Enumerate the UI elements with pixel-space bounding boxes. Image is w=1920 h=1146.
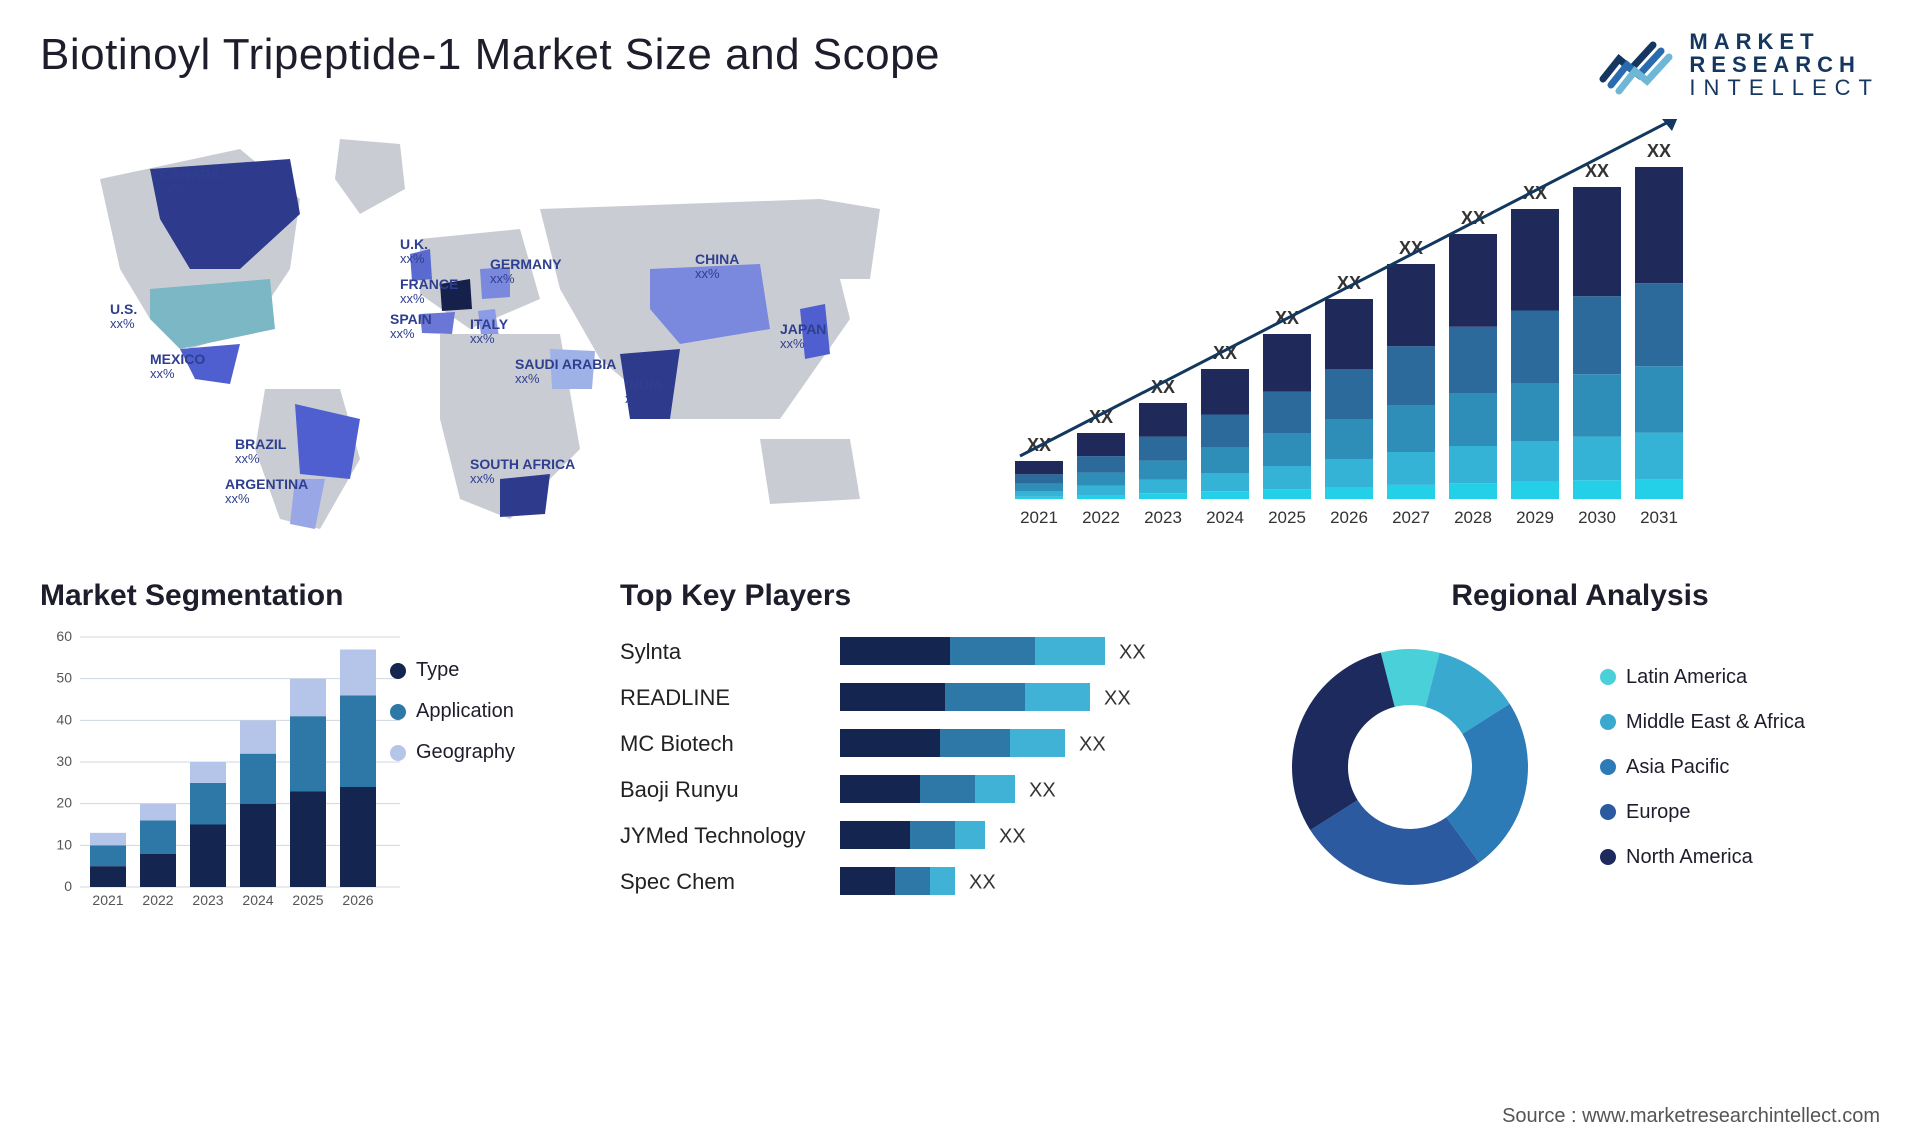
svg-text:xx%: xx% [780, 336, 805, 351]
svg-text:60: 60 [56, 628, 72, 644]
legend-item: Geography [390, 741, 515, 764]
svg-text:2026: 2026 [342, 892, 373, 908]
svg-text:SPAIN: SPAIN [390, 311, 432, 327]
page-title: Biotinoyl Tripeptide-1 Market Size and S… [40, 30, 940, 80]
players-bar-chart: Sylnta XX READLINE XX MC Biotech XX Baoji Runy… [620, 627, 1220, 927]
svg-text:xx%: xx% [110, 316, 135, 331]
regional-donut-chart [1280, 627, 1560, 907]
svg-text:xx%: xx% [470, 471, 495, 486]
svg-text:ARGENTINA: ARGENTINA [225, 476, 308, 492]
logo-text: MARKET RESEARCH INTELLECT [1689, 30, 1880, 99]
legend-item: Europe [1600, 801, 1805, 824]
growth-chart-panel: XXXXXXXXXXXXXXXXXXXXXX 20212022202320242… [970, 119, 1880, 539]
svg-text:Sylnta: Sylnta [620, 639, 682, 664]
svg-text:xx%: xx% [625, 391, 650, 406]
world-map: CANADAxx%U.S.xx%MEXICOxx%BRAZILxx%ARGENT… [40, 119, 910, 539]
svg-text:xx%: xx% [390, 326, 415, 341]
svg-text:JYMed Technology: JYMed Technology [620, 823, 806, 848]
svg-text:XX: XX [1079, 734, 1106, 756]
world-map-panel: CANADAxx%U.S.xx%MEXICOxx%BRAZILxx%ARGENT… [40, 119, 910, 539]
svg-text:U.S.: U.S. [110, 301, 137, 317]
svg-text:xx%: xx% [225, 491, 250, 506]
svg-text:2023: 2023 [1144, 508, 1182, 527]
svg-text:xx%: xx% [515, 371, 540, 386]
svg-text:xx%: xx% [490, 271, 515, 286]
svg-text:2023: 2023 [192, 892, 223, 908]
legend-item: North America [1600, 846, 1805, 869]
svg-text:40: 40 [56, 712, 72, 728]
svg-text:CANADA: CANADA [160, 166, 221, 182]
svg-text:2021: 2021 [92, 892, 123, 908]
legend-item: Type [390, 659, 515, 682]
svg-text:ITALY: ITALY [470, 316, 509, 332]
regional-title: Regional Analysis [1280, 579, 1880, 613]
segmentation-panel: Market Segmentation 0 10 20 30 40 50 60 2021 20… [40, 579, 560, 932]
legend-item: Middle East & Africa [1600, 711, 1805, 734]
svg-text:FRANCE: FRANCE [400, 276, 458, 292]
header: Biotinoyl Tripeptide-1 Market Size and S… [40, 30, 1880, 99]
svg-text:SAUDI ARABIA: SAUDI ARABIA [515, 356, 616, 372]
svg-text:xx%: xx% [235, 451, 260, 466]
svg-text:MEXICO: MEXICO [150, 351, 205, 367]
legend-item: Application [390, 700, 515, 723]
players-title: Top Key Players [620, 579, 1220, 613]
svg-text:U.K.: U.K. [400, 236, 428, 252]
svg-text:XX: XX [1647, 141, 1671, 161]
segmentation-legend: Type Application Geography [390, 659, 515, 764]
svg-text:20: 20 [56, 795, 72, 811]
svg-text:2027: 2027 [1392, 508, 1430, 527]
svg-text:JAPAN: JAPAN [780, 321, 826, 337]
segmentation-title: Market Segmentation [40, 579, 560, 613]
svg-text:2022: 2022 [1082, 508, 1120, 527]
svg-text:XX: XX [1119, 642, 1146, 664]
svg-text:GERMANY: GERMANY [490, 256, 562, 272]
svg-text:Spec Chem: Spec Chem [620, 869, 735, 894]
legend-item: Latin America [1600, 666, 1805, 689]
svg-text:30: 30 [56, 753, 72, 769]
svg-text:CHINA: CHINA [695, 251, 739, 267]
svg-text:0: 0 [64, 878, 72, 894]
legend-item: Asia Pacific [1600, 756, 1805, 779]
svg-text:2021: 2021 [1020, 508, 1058, 527]
svg-text:READLINE: READLINE [620, 685, 730, 710]
players-panel: Top Key Players Sylnta XX READLINE XX MC Bio… [620, 579, 1220, 932]
logo-mark-icon [1597, 35, 1677, 95]
svg-text:BRAZIL: BRAZIL [235, 436, 287, 452]
svg-text:10: 10 [56, 837, 72, 853]
svg-text:xx%: xx% [150, 366, 175, 381]
growth-stacked-bar-chart: XXXXXXXXXXXXXXXXXXXXXX 20212022202320242… [970, 119, 1880, 539]
svg-text:xx%: xx% [400, 291, 425, 306]
svg-text:2028: 2028 [1454, 508, 1492, 527]
svg-text:50: 50 [56, 670, 72, 686]
svg-text:xx%: xx% [400, 251, 425, 266]
svg-text:2026: 2026 [1330, 508, 1368, 527]
svg-text:xx%: xx% [470, 331, 495, 346]
svg-text:INDIA: INDIA [625, 376, 663, 392]
svg-text:2029: 2029 [1516, 508, 1554, 527]
svg-text:XX: XX [1104, 688, 1131, 710]
svg-text:2025: 2025 [292, 892, 323, 908]
svg-text:Baoji Runyu: Baoji Runyu [620, 777, 739, 802]
svg-text:MC Biotech: MC Biotech [620, 731, 734, 756]
svg-text:2022: 2022 [142, 892, 173, 908]
svg-text:2024: 2024 [1206, 508, 1244, 527]
svg-text:2025: 2025 [1268, 508, 1306, 527]
svg-text:xx%: xx% [695, 266, 720, 281]
svg-text:xx%: xx% [160, 181, 185, 196]
svg-text:2024: 2024 [242, 892, 273, 908]
regional-panel: Regional Analysis Latin America Middle Ea… [1280, 579, 1880, 932]
svg-text:2030: 2030 [1578, 508, 1616, 527]
regional-legend: Latin America Middle East & Africa Asia Pa… [1600, 666, 1805, 869]
svg-text:2031: 2031 [1640, 508, 1678, 527]
brand-logo: MARKET RESEARCH INTELLECT [1597, 30, 1880, 99]
svg-text:XX: XX [999, 826, 1026, 848]
source-line: Source : www.marketresearchintellect.com [1502, 1105, 1880, 1128]
svg-text:SOUTH AFRICA: SOUTH AFRICA [470, 456, 575, 472]
svg-text:XX: XX [1029, 780, 1056, 802]
svg-text:XX: XX [969, 872, 996, 894]
